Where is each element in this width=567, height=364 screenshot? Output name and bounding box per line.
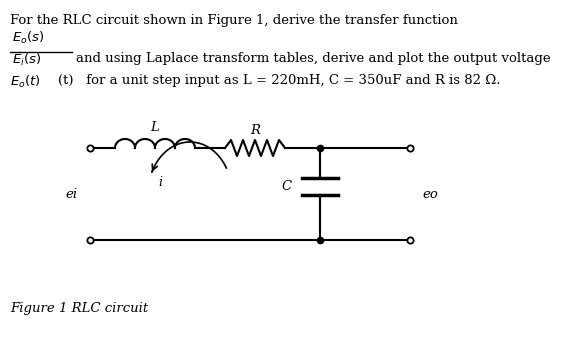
Text: and using Laplace transform tables, derive and plot the output voltage: and using Laplace transform tables, deri… [76,52,551,65]
Text: $E_o(t)$: $E_o(t)$ [10,74,41,90]
Text: For the RLC circuit shown in Figure 1, derive the transfer function: For the RLC circuit shown in Figure 1, d… [10,14,458,27]
Text: $E_o(s)$: $E_o(s)$ [12,30,44,46]
Text: Figure 1 RLC circuit: Figure 1 RLC circuit [10,302,148,315]
Text: R: R [250,124,260,137]
Text: L: L [151,121,159,134]
Text: eo: eo [422,187,438,201]
Text: i: i [158,176,162,189]
Text: C: C [282,180,292,193]
Text: $E_i(s)$: $E_i(s)$ [12,52,41,68]
Text: (t)   for a unit step input as L = 220mH, C = 350uF and R is 82 Ω.: (t) for a unit step input as L = 220mH, … [58,74,501,87]
Text: ei: ei [66,187,78,201]
